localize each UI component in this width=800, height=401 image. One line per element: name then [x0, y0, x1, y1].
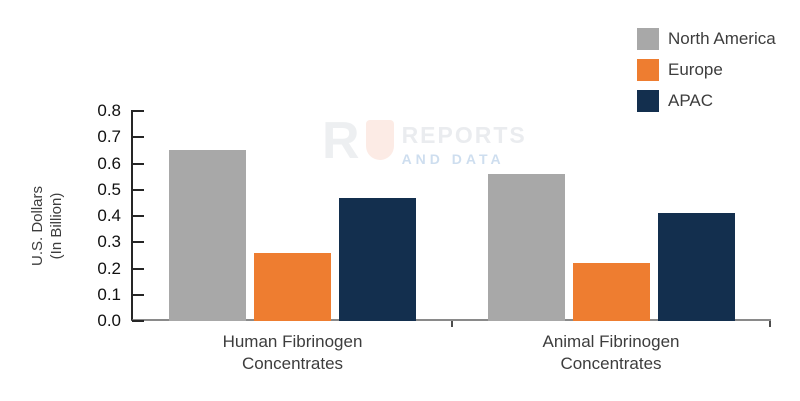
y-tick-mark [132, 162, 144, 165]
y-tick-mark [132, 293, 144, 296]
legend-label: North America [668, 29, 776, 48]
y-tick-label: 0.8 [97, 101, 121, 120]
bar-north-america-0 [169, 150, 246, 321]
y-tick-label: 0.4 [97, 206, 121, 225]
x-tick-mark [769, 321, 771, 327]
y-tick-label: 0.2 [97, 258, 121, 278]
y-tick-mark [132, 320, 144, 322]
y-axis-title-line1: U.S. Dollars [29, 185, 46, 267]
y-axis-title: U.S. Dollars (In Billion) [28, 116, 68, 336]
bar-europe-0 [254, 252, 331, 321]
y-tick-label: 0.5 [97, 179, 121, 199]
y-tick-mark [132, 215, 144, 217]
legend-swatch-icon [637, 90, 659, 112]
bar-europe-1 [572, 263, 650, 321]
legend-label: Europe [668, 60, 723, 79]
legend-swatch-icon [637, 59, 659, 81]
legend-swatch-icon [637, 28, 659, 50]
y-tick-mark [132, 188, 144, 191]
y-axis-title-line2: (In Billion) [48, 192, 65, 260]
y-tick-mark [132, 267, 144, 270]
legend-item-north-america: North America [637, 28, 776, 50]
y-tick-label: 0.0 [97, 311, 121, 330]
y-tick-mark [132, 241, 144, 244]
legend: North America Europe APAC [637, 28, 776, 121]
legend-item-europe: Europe [637, 59, 776, 81]
x-category-label: Animal Fibrinogen Concentrates [542, 332, 680, 373]
bar-apac-0 [339, 197, 416, 321]
x-category-label: Human Fibrinogen Concentrates [222, 332, 363, 373]
y-tick-label: 0.1 [97, 284, 121, 304]
bar-north-america-1 [487, 174, 565, 321]
bar-apac-1 [657, 213, 735, 321]
legend-item-apac: APAC [637, 90, 776, 112]
y-tick-mark [132, 136, 144, 139]
y-tick-label: 0.7 [97, 127, 121, 147]
y-tick-label: 0.6 [97, 153, 121, 173]
x-tick-mark [451, 321, 453, 327]
y-tick-label: 0.3 [97, 232, 121, 252]
legend-label: APAC [668, 91, 714, 110]
y-tick-mark [132, 110, 144, 112]
